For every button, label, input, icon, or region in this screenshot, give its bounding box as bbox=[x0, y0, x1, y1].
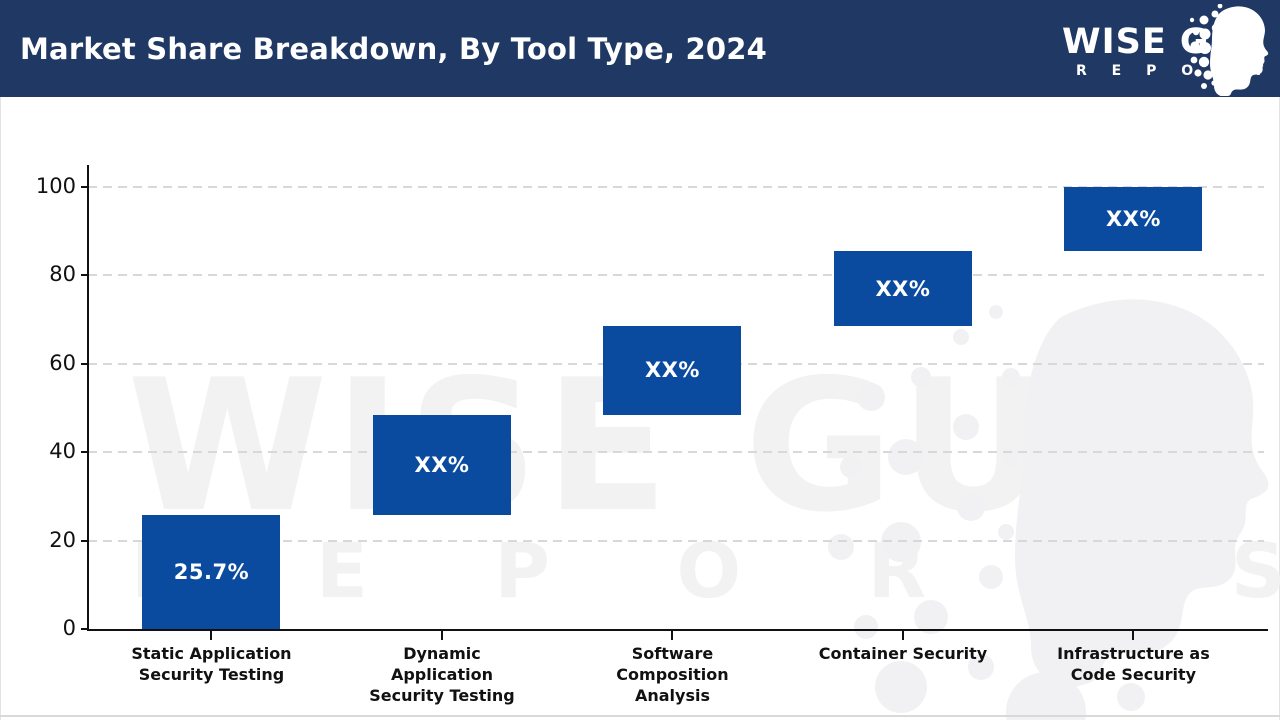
bar-value-label: XX% bbox=[1105, 207, 1161, 232]
y-tick-40 bbox=[81, 451, 88, 454]
x-axis-line bbox=[88, 629, 1268, 631]
bottom-divider bbox=[0, 715, 1280, 717]
bar-segment: XX% bbox=[372, 414, 511, 516]
bar-value-label: XX% bbox=[875, 276, 931, 301]
x-category-label: Static Application Security Testing bbox=[131, 644, 292, 684]
y-tick-20 bbox=[81, 539, 88, 542]
bar-value-label: XX% bbox=[414, 453, 470, 477]
x-category-label: Software Composition Analysis bbox=[616, 644, 729, 705]
x-tick bbox=[1132, 631, 1135, 640]
bar-segment: XX% bbox=[603, 326, 742, 415]
x-tick bbox=[671, 631, 674, 640]
y-tick-100 bbox=[81, 186, 88, 188]
logo-head-icon bbox=[1190, 4, 1269, 96]
header-bar: Market Share Breakdown, By Tool Type, 20… bbox=[0, 0, 1280, 97]
watermark-head-graphic bbox=[828, 299, 1269, 720]
brand-logo: WISE GUY R E P O R T S bbox=[1028, 0, 1280, 97]
bar-value-label: 25.7% bbox=[173, 560, 250, 585]
bar-segment: XX% bbox=[833, 251, 972, 327]
x-category-label: Container Security bbox=[818, 644, 988, 663]
bar-segment: XX% bbox=[1064, 187, 1203, 252]
gridline-80 bbox=[88, 274, 1264, 277]
y-tick-label-40: 40 bbox=[49, 439, 76, 464]
chart-area: WISE GUY R E P O R T S 0 20 40 60 80 100 25.7%… bbox=[0, 97, 1280, 720]
x-tick bbox=[210, 631, 213, 640]
x-tick bbox=[901, 631, 904, 640]
gridline-20 bbox=[88, 539, 1264, 542]
y-tick-0 bbox=[81, 628, 88, 630]
gridline-100 bbox=[88, 186, 1264, 188]
y-tick-label-0: 0 bbox=[62, 616, 76, 640]
y-tick-label-100: 100 bbox=[35, 174, 76, 198]
y-tick-60 bbox=[81, 362, 88, 365]
page-title: Market Share Breakdown, By Tool Type, 20… bbox=[20, 31, 768, 66]
bar-value-label: XX% bbox=[645, 358, 700, 383]
y-axis-line bbox=[87, 165, 89, 631]
bar-segment: 25.7% bbox=[142, 515, 281, 629]
x-tick bbox=[440, 631, 443, 640]
x-category-label: Dynamic Application Security Testing bbox=[369, 644, 515, 705]
y-tick-label-60: 60 bbox=[49, 350, 76, 375]
y-tick-label-80: 80 bbox=[49, 262, 76, 287]
y-tick-label-20: 20 bbox=[49, 527, 76, 552]
y-tick-80 bbox=[81, 274, 88, 277]
gridline-40 bbox=[88, 451, 1264, 454]
x-category-label: Infrastructure as Code Security bbox=[1057, 644, 1210, 684]
